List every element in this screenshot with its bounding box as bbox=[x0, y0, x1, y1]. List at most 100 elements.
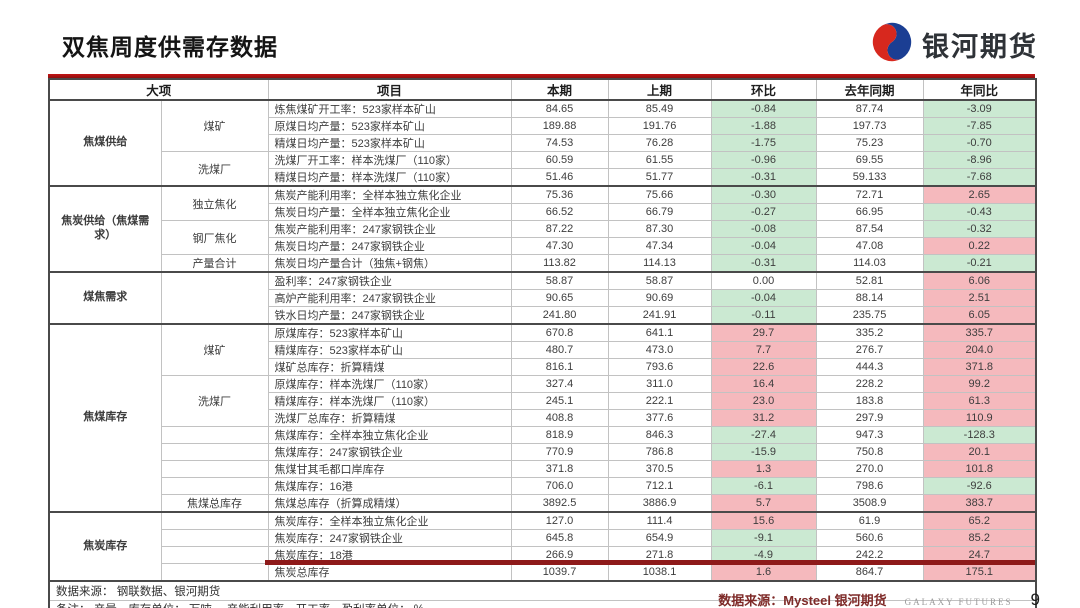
subcategory-cell bbox=[160, 511, 269, 530]
cell-previous: 58.87 bbox=[607, 271, 712, 290]
cell-current: 87.22 bbox=[510, 220, 609, 238]
cell-previous: 641.1 bbox=[607, 323, 712, 342]
cell-wow: 16.4 bbox=[710, 375, 817, 393]
table-row: 焦煤甘其毛都口岸库存 371.8 370.5 1.3 270.0 101.8 bbox=[49, 460, 1037, 478]
category-cell: 焦煤库存 bbox=[48, 323, 162, 513]
table-row: 焦炭库存：247家钢铁企业 645.8 654.9 -9.1 560.6 85.2 bbox=[49, 529, 1037, 547]
source-left-text: 数据来源： 钢联数据、银河期货 bbox=[48, 580, 1037, 601]
category-cell: 焦炭库存 bbox=[48, 511, 162, 582]
cell-item: 精煤库存：523家样本矿山 bbox=[267, 341, 512, 359]
cell-previous: 51.77 bbox=[607, 168, 712, 187]
header-row: 大项 项目 本期 上期 环比 去年同期 年同比 bbox=[48, 78, 1037, 101]
cell-current: 480.7 bbox=[510, 341, 609, 359]
cell-last-year: 114.03 bbox=[815, 254, 924, 273]
page-title: 双焦周度供需存数据 bbox=[62, 34, 278, 60]
subcategory-cell bbox=[160, 529, 269, 547]
cell-yoy: -0.32 bbox=[922, 220, 1037, 238]
cell-item: 焦炭总库存 bbox=[267, 563, 512, 582]
cell-previous: 473.0 bbox=[607, 341, 712, 359]
cell-wow: 5.7 bbox=[710, 494, 817, 513]
cell-wow: 22.6 bbox=[710, 358, 817, 376]
cell-last-year: 864.7 bbox=[815, 563, 924, 582]
cell-last-year: 228.2 bbox=[815, 375, 924, 393]
cell-last-year: 59.133 bbox=[815, 168, 924, 187]
table-row: 焦炭供给（焦煤需求） 独立焦化 焦炭产能利用率：全样本独立焦化企业 75.36 75.6… bbox=[48, 185, 1037, 273]
cell-current: 241.80 bbox=[510, 306, 609, 325]
table-row: 焦煤库存：16港 706.0 712.1 -6.1 798.6 -92.6 bbox=[49, 477, 1037, 495]
source-row: 数据来源： 钢联数据、银河期货 bbox=[48, 580, 1037, 601]
subcategory-cell: 钢厂焦化 bbox=[160, 220, 269, 255]
cell-previous: 111.4 bbox=[607, 511, 712, 530]
cell-wow: 1.3 bbox=[710, 460, 817, 478]
col-header-wow: 环比 bbox=[710, 78, 817, 101]
table-row: 焦炭库存：18港 266.9 271.8 -4.9 242.2 24.7 bbox=[49, 546, 1037, 564]
subcategory-cell: 产量合计 bbox=[160, 254, 269, 273]
cell-last-year: 197.73 bbox=[815, 117, 924, 135]
cell-item: 焦煤库存：247家钢铁企业 bbox=[267, 443, 512, 461]
cell-previous: 47.34 bbox=[607, 237, 712, 255]
table-row: 焦炭日均产量：247家钢铁企业 47.30 47.34 -0.04 47.08 0.22 bbox=[49, 237, 1037, 255]
cell-wow: 29.7 bbox=[710, 323, 817, 342]
cell-item: 精煤日均产量：523家样本矿山 bbox=[267, 134, 512, 152]
cell-current: 60.59 bbox=[510, 151, 609, 169]
cell-previous: 786.8 bbox=[607, 443, 712, 461]
cell-current: 84.65 bbox=[510, 99, 609, 118]
cell-wow: -0.31 bbox=[710, 254, 817, 273]
cell-yoy: -92.6 bbox=[922, 477, 1037, 495]
note-row: 备注： 产量、库存单位： 万吨， 产能利用率、开工率、盈利率单位： % bbox=[48, 599, 1037, 608]
cell-yoy: 0.22 bbox=[922, 237, 1037, 255]
cell-current: 706.0 bbox=[510, 477, 609, 495]
subcategory-cell: 洗煤厂 bbox=[160, 151, 269, 187]
cell-yoy: -0.70 bbox=[922, 134, 1037, 152]
cell-current: 74.53 bbox=[510, 134, 609, 152]
cell-wow: -9.1 bbox=[710, 529, 817, 547]
cell-previous: 85.49 bbox=[607, 99, 712, 118]
cell-wow: -0.11 bbox=[710, 306, 817, 325]
cell-previous: 61.55 bbox=[607, 151, 712, 169]
cell-previous: 75.66 bbox=[607, 185, 712, 204]
cell-wow: 31.2 bbox=[710, 409, 817, 427]
table-row: 煤焦需求 盈利率：247家钢铁企业 58.87 58.87 0.00 52.81 6.06 bbox=[48, 271, 1037, 325]
cell-item: 焦炭库存：全样本独立焦化企业 bbox=[267, 511, 512, 530]
table-row: 煤矿总库存：折算精煤 816.1 793.6 22.6 444.3 371.8 bbox=[49, 358, 1037, 376]
col-header-current: 本期 bbox=[510, 78, 609, 101]
category-cell: 煤焦需求 bbox=[48, 271, 162, 325]
cell-current: 1039.7 bbox=[510, 563, 609, 582]
cell-previous: 241.91 bbox=[607, 306, 712, 325]
table-row: 焦炭总库存 1039.7 1038.1 1.6 864.7 175.1 bbox=[49, 563, 1037, 582]
cell-current: 408.8 bbox=[510, 409, 609, 427]
table-row: 焦煤库存：全样本独立焦化企业 818.9 846.3 -27.4 947.3 -128.3 bbox=[49, 426, 1037, 444]
cell-item: 炼焦煤矿开工率：523家样本矿山 bbox=[267, 99, 512, 118]
cell-item: 精煤日均产量：样本洗煤厂（110家） bbox=[267, 168, 512, 187]
cell-last-year: 87.54 bbox=[815, 220, 924, 238]
cell-current: 51.46 bbox=[510, 168, 609, 187]
cell-item: 焦炭产能利用率：全样本独立焦化企业 bbox=[267, 185, 512, 204]
cell-previous: 370.5 bbox=[607, 460, 712, 478]
cell-current: 75.36 bbox=[510, 185, 609, 204]
cell-wow: -6.1 bbox=[710, 477, 817, 495]
cell-wow: -1.75 bbox=[710, 134, 817, 152]
subcategory-cell bbox=[160, 443, 269, 461]
cell-wow: -0.27 bbox=[710, 203, 817, 221]
brand-logo: 银河期货 bbox=[872, 22, 1038, 67]
cell-wow: -0.04 bbox=[710, 289, 817, 307]
cell-item: 焦炭日均产量：全样本独立焦化企业 bbox=[267, 203, 512, 221]
cell-wow: -27.4 bbox=[710, 426, 817, 444]
cell-previous: 90.69 bbox=[607, 289, 712, 307]
cell-current: 645.8 bbox=[510, 529, 609, 547]
cell-yoy: -0.43 bbox=[922, 203, 1037, 221]
cell-current: 90.65 bbox=[510, 289, 609, 307]
table-row: 焦炭库存 焦炭库存：全样本独立焦化企业 127.0 111.4 15.6 61.9 65.2 bbox=[48, 511, 1037, 582]
cell-last-year: 52.81 bbox=[815, 271, 924, 290]
col-header-category: 大项 bbox=[48, 78, 269, 101]
cell-last-year: 66.95 bbox=[815, 203, 924, 221]
col-header-previous: 上期 bbox=[607, 78, 712, 101]
cell-last-year: 88.14 bbox=[815, 289, 924, 307]
cell-item: 原煤日均产量：523家样本矿山 bbox=[267, 117, 512, 135]
table-row: 焦煤供给 煤矿 炼焦煤矿开工率：523家样本矿山 84.65 85.49 -0.84 87.… bbox=[48, 99, 1037, 187]
cell-yoy: 61.3 bbox=[922, 392, 1037, 410]
table-row: 洗煤厂 洗煤厂开工率：样本洗煤厂（110家） 60.59 61.55 -0.96 69.5… bbox=[49, 151, 1037, 187]
cell-item: 焦炭日均产量合计（独焦+钢焦） bbox=[267, 254, 512, 273]
slide-footer: 数据来源：Mysteel 银河期货 GALAXY FUTURES 9 bbox=[700, 590, 1040, 608]
cell-item: 焦煤甘其毛都口岸库存 bbox=[267, 460, 512, 478]
